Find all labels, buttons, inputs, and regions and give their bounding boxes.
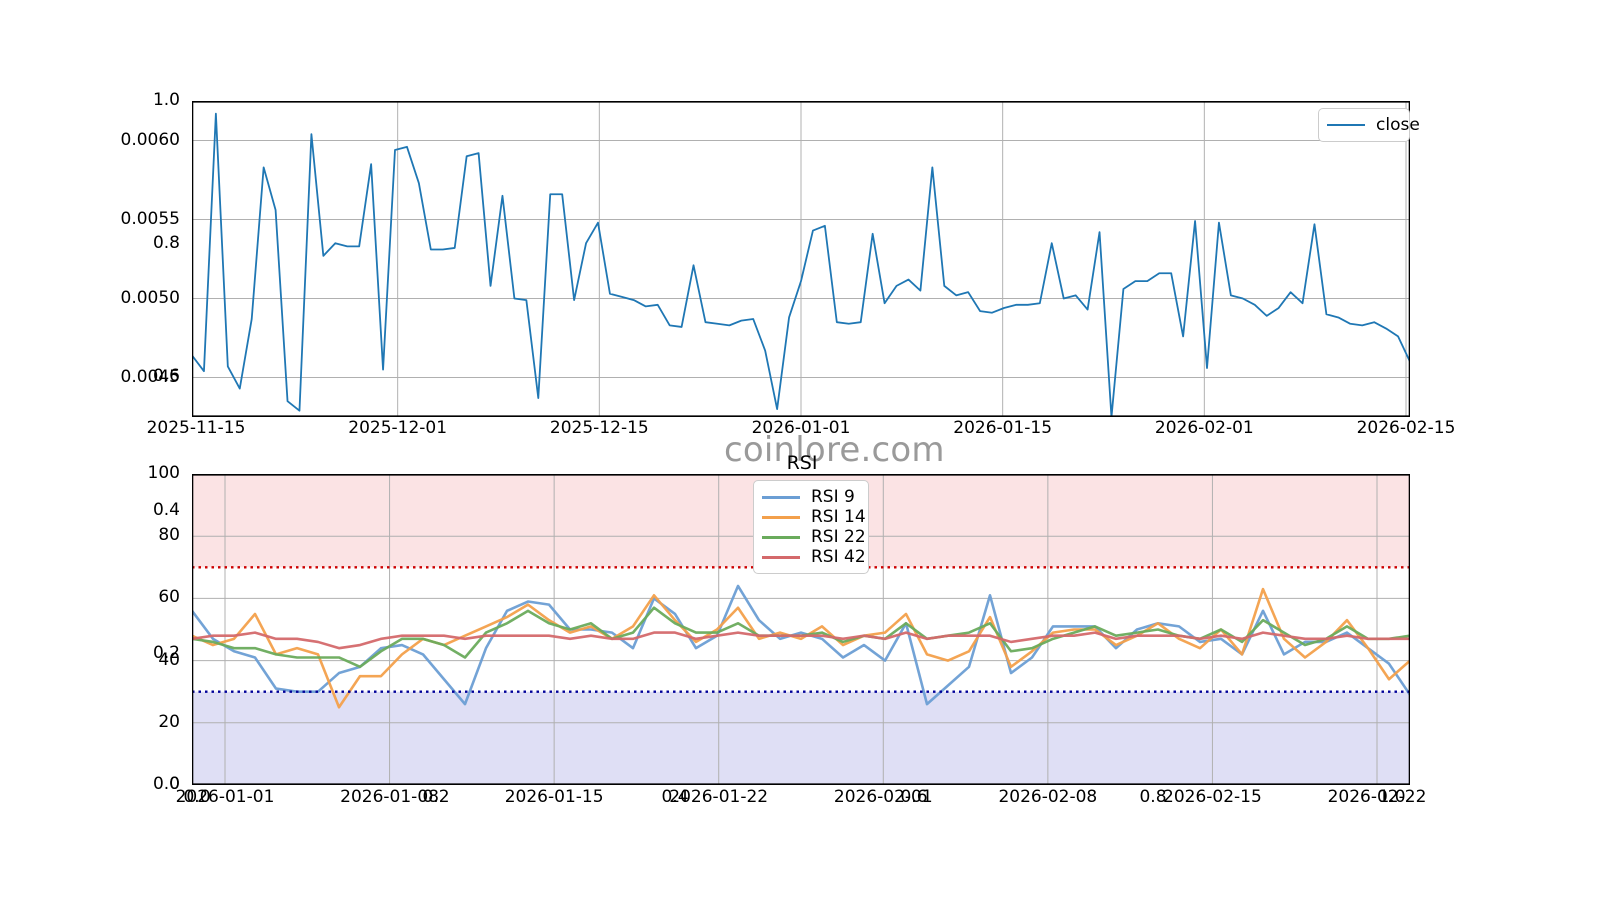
price-plot-area [192,101,1410,417]
price-chart-panel [192,101,1410,417]
legend-line-swatch-rsi-9 [762,495,800,499]
rsi-band-1 [192,691,1410,785]
price-x-tick-2: 2025-12-15 [549,418,649,438]
legend-line-swatch-rsi-22 [762,535,800,539]
price-legend-label: close [1376,115,1420,135]
rsi-x-overlay-tick-0: 0.0 [183,787,211,807]
rsi-x-tick-0: 2026-01-01 [175,787,275,807]
rsi-x-overlay-tick-3: 0.6 [900,787,928,807]
rsi-y-overlay-tick-2: 0.0 [152,774,180,794]
rsi-x-tick-7: 2026-02-22 [1327,787,1427,807]
rsi-x-overlay-tick-4: 0.8 [1139,787,1167,807]
rsi-legend-label: RSI 14 [811,507,866,527]
price-y-tick-1: 0.0055 [120,208,180,229]
rsi-legend-item[interactable]: RSI 22 [762,527,866,547]
price-y-overlay-tick-2: 0.6 [152,366,180,386]
price-y-tick-0: 0.0060 [120,129,180,150]
price-legend: close [1318,108,1420,142]
legend-line-swatch-close [1327,124,1365,126]
price-x-tick-3: 2026-01-01 [751,418,851,438]
rsi-y-tick-3: 40 [158,649,180,670]
price-x-tick-4: 2026-01-15 [953,418,1053,438]
rsi-x-overlay-tick-1: 0.2 [422,787,450,807]
price-legend-item[interactable]: close [1327,115,1420,135]
legend-line-swatch-rsi-42 [762,555,800,559]
rsi-series-rsi-9 [192,584,1410,706]
price-series-close [192,112,1410,417]
rsi-y-tick-1: 80 [158,525,180,546]
rsi-legend-label: RSI 9 [811,487,855,507]
rsi-x-tick-6: 2026-02-15 [1163,787,1262,807]
rsi-legend: RSI 9 RSI 14 RSI 22 RSI 42 [753,480,869,574]
rsi-y-overlay-tick-1: 0.2 [152,643,180,663]
rsi-x-overlay-tick-2: 0.4 [661,787,689,807]
rsi-legend-label: RSI 22 [811,527,866,547]
rsi-x-tick-5: 2026-02-08 [998,787,1098,807]
rsi-series-rsi-42 [192,631,1410,650]
rsi-y-overlay-tick-0: 0.4 [152,500,180,520]
price-x-tick-0: 2025-11-15 [146,418,246,438]
rsi-x-tick-1: 2026-01-08 [340,787,439,807]
rsi-x-overlay-tick-5: 1.0 [1378,787,1406,807]
rsi-legend-label: RSI 42 [811,547,866,567]
rsi-y-tick-0: 100 [147,463,180,483]
rsi-y-tick-2: 60 [158,587,180,608]
rsi-series-rsi-14 [192,587,1410,709]
rsi-x-tick-2: 2026-01-15 [504,787,604,807]
price-y-overlay-tick-0: 1.0 [152,90,180,110]
watermark-coinlore: coinlore.com [724,430,945,470]
price-y-tick-3: 0.0045 [120,366,180,387]
rsi-x-tick-4: 2026-02-01 [833,787,933,807]
price-y-tick-2: 0.0050 [120,287,180,308]
rsi-y-tick-4: 20 [158,711,180,732]
price-x-tick-1: 2025-12-01 [348,418,448,438]
price-x-tick-6: 2026-02-15 [1356,418,1456,438]
price-x-tick-5: 2026-02-01 [1154,418,1254,438]
rsi-x-tick-3: 2026-01-22 [669,787,769,807]
rsi-panel-title: RSI [786,452,818,474]
rsi-legend-item[interactable]: RSI 42 [762,547,866,567]
legend-line-swatch-rsi-14 [762,515,800,519]
rsi-legend-item[interactable]: RSI 14 [762,507,866,527]
rsi-y-tick-5: 0 [169,774,180,794]
price-y-overlay-tick-1: 0.8 [152,233,180,253]
rsi-legend-item[interactable]: RSI 9 [762,487,858,507]
